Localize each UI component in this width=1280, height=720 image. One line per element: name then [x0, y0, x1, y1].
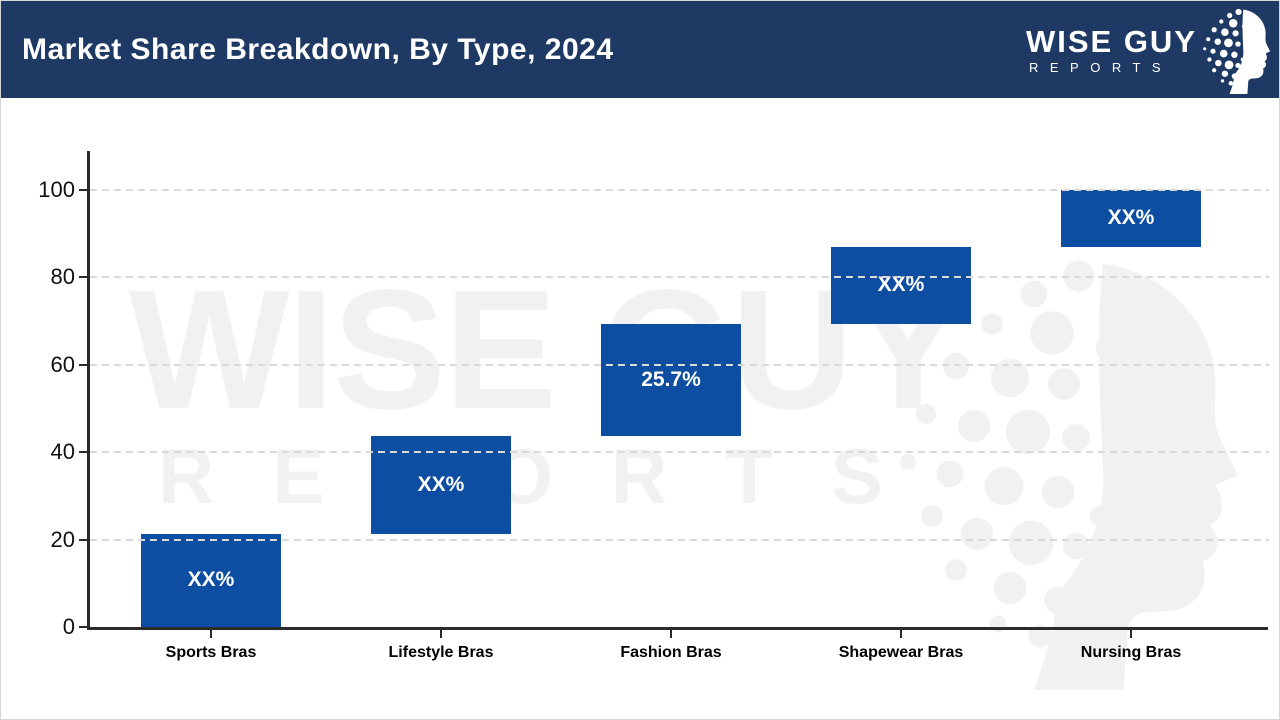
x-axis-label-fashion-bras: Fashion Bras	[620, 644, 722, 661]
logo-text: WISE GUY REPORTS	[1026, 26, 1197, 74]
logo-brand-subtitle: REPORTS	[1028, 59, 1173, 75]
x-axis	[87, 627, 1268, 630]
x-axis-label-shapewear-bras: Shapewear Bras	[838, 644, 964, 661]
bar-value-label-lifestyle-bras: XX%	[417, 472, 465, 496]
gridline-40	[90, 451, 1269, 454]
bar-value-label-nursing-bras: XX%	[1107, 206, 1155, 230]
y-tick-100	[79, 189, 88, 191]
x-tick-shapewear-bras	[900, 630, 902, 638]
bar-value-label-sports-bras: XX%	[187, 568, 235, 592]
x-axis-label-lifestyle-bras: Lifestyle Bras	[388, 644, 494, 661]
wise-guy-logo: WISE GUY REPORTS	[1026, 6, 1280, 94]
logo-brand-name: WISE GUY	[1025, 23, 1197, 59]
x-axis-label-sports-bras: Sports Bras	[165, 644, 257, 661]
gridline-20	[90, 538, 1269, 541]
bar-nursing-bras: XX%	[1061, 190, 1201, 247]
bar-fashion-bras: 25.7%	[601, 323, 741, 437]
y-axis-label-20: 20	[50, 526, 75, 552]
y-tick-20	[79, 538, 88, 541]
y-tick-40	[79, 451, 88, 454]
bar-value-label-shapewear-bras: XX%	[877, 273, 925, 297]
gridline-80	[90, 276, 1269, 279]
x-tick-fashion-bras	[670, 630, 672, 638]
x-tick-lifestyle-bras	[440, 630, 442, 638]
x-axis-label-nursing-bras: Nursing Bras	[1080, 644, 1182, 661]
bar-sports-bras: XX%	[141, 533, 281, 627]
bar-value-label-fashion-bras: 25.7%	[641, 367, 701, 391]
y-tick-80	[79, 276, 88, 279]
gridline-100	[90, 189, 1269, 191]
watermark-subtitle-text: REPORTS	[158, 432, 942, 520]
y-axis-label-80: 80	[50, 264, 75, 290]
x-tick-sports-bras	[210, 630, 212, 638]
y-axis	[87, 151, 90, 630]
y-axis-label-100: 100	[38, 177, 75, 202]
chart-plot-area: WISE GUY REPORTS 0 20 40 60 80 100 XX% Sports B…	[1, 98, 1279, 719]
chart-title: Market Share Breakdown, By Type, 2024	[22, 32, 614, 66]
bar-shapewear-bras: XX%	[831, 246, 971, 324]
y-tick-60	[79, 363, 88, 366]
y-axis-label-0: 0	[62, 614, 75, 639]
y-axis-label-40: 40	[50, 439, 75, 465]
y-tick-0	[79, 626, 88, 628]
logo-head-icon	[1199, 6, 1271, 94]
y-axis-label-60: 60	[50, 351, 75, 377]
watermark-brand-text: WISE GUY	[129, 255, 965, 445]
x-tick-nursing-bras	[1130, 630, 1132, 638]
gridline-60	[90, 363, 1269, 366]
header-bar: Market Share Breakdown, By Type, 2024 WI…	[1, 1, 1280, 98]
